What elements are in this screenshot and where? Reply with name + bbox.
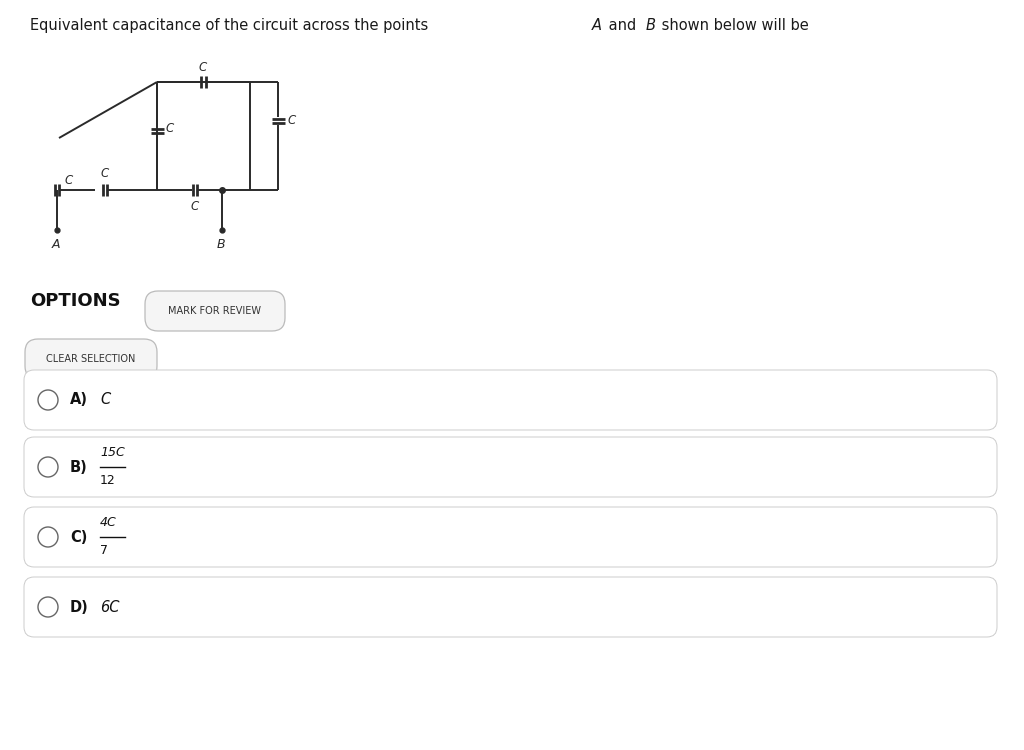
Text: $C$: $C$ — [199, 61, 209, 74]
Text: OPTIONS: OPTIONS — [30, 292, 121, 310]
FancyBboxPatch shape — [24, 370, 997, 430]
Circle shape — [38, 527, 58, 547]
Text: and: and — [603, 18, 640, 33]
Text: 12: 12 — [100, 475, 116, 488]
Text: $C$: $C$ — [287, 115, 297, 128]
Text: $C$: $C$ — [100, 167, 111, 180]
Circle shape — [38, 597, 58, 617]
Text: A): A) — [70, 392, 88, 407]
Text: shown below will be: shown below will be — [657, 18, 809, 33]
Circle shape — [38, 390, 58, 410]
Text: 15C: 15C — [100, 446, 125, 460]
Text: $C$: $C$ — [63, 174, 74, 187]
Circle shape — [38, 457, 58, 477]
Text: C): C) — [70, 530, 87, 544]
Text: 6C: 6C — [100, 599, 120, 614]
Text: MARK FOR REVIEW: MARK FOR REVIEW — [169, 306, 261, 316]
Text: B: B — [645, 18, 655, 33]
Text: 4C: 4C — [100, 517, 117, 530]
Text: A: A — [592, 18, 602, 33]
Text: CLEAR SELECTION: CLEAR SELECTION — [46, 354, 136, 364]
Text: B: B — [217, 238, 225, 251]
Text: $C$: $C$ — [189, 200, 200, 213]
Text: Equivalent capacitance of the circuit across the points: Equivalent capacitance of the circuit ac… — [30, 18, 433, 33]
FancyBboxPatch shape — [25, 339, 157, 379]
FancyBboxPatch shape — [24, 437, 997, 497]
Text: 7: 7 — [100, 544, 108, 557]
FancyBboxPatch shape — [24, 507, 997, 567]
FancyBboxPatch shape — [145, 291, 285, 331]
Text: C: C — [100, 392, 111, 407]
Text: A: A — [52, 238, 60, 251]
Text: $C$: $C$ — [165, 122, 175, 134]
FancyBboxPatch shape — [24, 577, 997, 637]
Text: B): B) — [70, 460, 88, 475]
Text: D): D) — [70, 599, 89, 614]
